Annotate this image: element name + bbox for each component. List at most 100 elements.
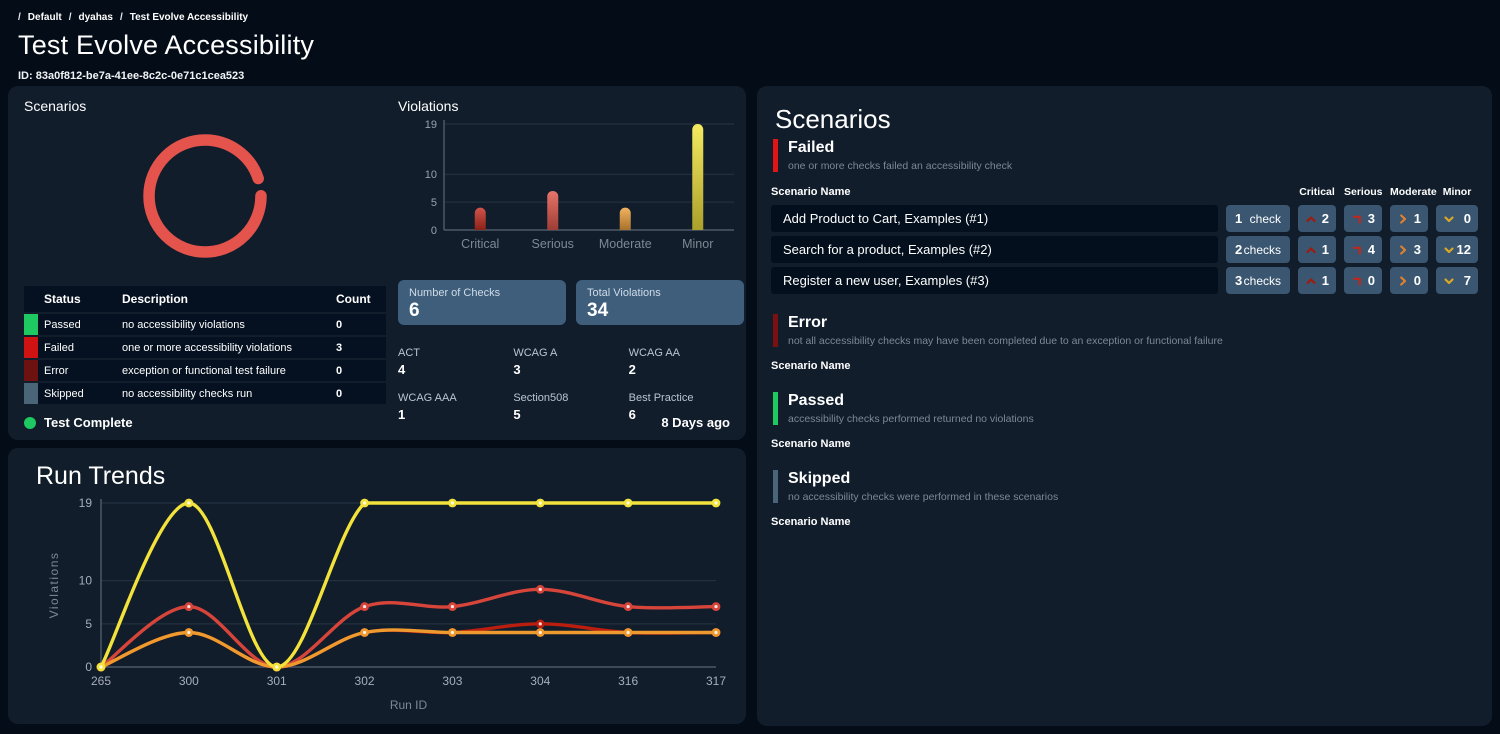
scenario-name[interactable]: Register a new user, Examples (#3) — [771, 267, 1218, 294]
standard-value: 1 — [398, 407, 406, 422]
serious-count-badge[interactable]: 3 — [1344, 205, 1382, 232]
donut-ring-svg — [143, 134, 267, 258]
standard-label: ACT — [398, 347, 420, 359]
scenario-name[interactable]: Search for a product, Examples (#2) — [771, 236, 1218, 263]
minor-count-badge[interactable]: 7 — [1436, 267, 1478, 294]
moderate-count: 0 — [1413, 273, 1421, 288]
scenario-name-column-label: Scenario Name — [771, 516, 851, 528]
checks-count: 3 — [1235, 273, 1243, 288]
moderate-count: 3 — [1413, 242, 1421, 257]
minor-count: 12 — [1456, 242, 1471, 257]
section-header-error: Error not all accessibility checks may ha… — [773, 314, 1478, 347]
svg-text:265: 265 — [91, 674, 111, 688]
critical-severity-icon — [1306, 277, 1316, 284]
minor-severity-icon — [1444, 246, 1454, 253]
section-subtitle: no accessibility checks were performed i… — [788, 491, 1059, 503]
critical-severity-icon — [1306, 215, 1316, 222]
status-description: one or more accessibility violations — [116, 335, 330, 359]
critical-count-badge[interactable]: 1 — [1298, 236, 1336, 263]
standard-stat: WCAG AAA 1 — [398, 392, 513, 422]
svg-text:0: 0 — [431, 225, 437, 237]
section-header-passed: Passed accessibility checks performed ret… — [773, 392, 1478, 425]
section-subtitle: not all accessibility checks may have be… — [788, 335, 1223, 347]
scenario-name-column-label: Scenario Name — [771, 186, 851, 198]
critical-count: 1 — [1321, 273, 1329, 288]
serious-count: 4 — [1367, 242, 1375, 257]
status-name: Error — [38, 358, 116, 382]
svg-text:Moderate: Moderate — [599, 237, 652, 251]
status-table-row: Failed one or more accessibility violatio… — [24, 335, 386, 359]
scenario-row: Search for a product, Examples (#2) 2 chec… — [771, 236, 1478, 263]
stats-row: Number of Checks 6 Total Violations 34 — [398, 280, 744, 325]
status-count: 3 — [330, 335, 386, 359]
standard-value: 5 — [513, 407, 521, 422]
standard-stat: WCAG AA 2 — [629, 347, 744, 377]
status-color-swatch — [24, 360, 38, 381]
status-table-row: Skipped no accessibility checks run 0 — [24, 381, 386, 404]
section-subtitle: one or more checks failed an accessibili… — [788, 160, 1013, 172]
critical-count-badge[interactable]: 2 — [1298, 205, 1336, 232]
serious-severity-icon — [1353, 246, 1361, 254]
moderate-count-badge[interactable]: 1 — [1390, 205, 1428, 232]
checks-button[interactable]: 2 checks — [1226, 236, 1290, 263]
breadcrumb-item[interactable]: Default — [27, 12, 62, 23]
critical-count: 1 — [1321, 242, 1329, 257]
status-name: Skipped — [38, 381, 116, 404]
svg-text:Run ID: Run ID — [390, 698, 428, 712]
serious-count-badge[interactable]: 4 — [1344, 236, 1382, 263]
scenario-name-column-label: Scenario Name — [771, 438, 851, 450]
serious-count-badge[interactable]: 0 — [1344, 267, 1382, 294]
scenario-row: Add Product to Cart, Examples (#1) 1 check… — [771, 205, 1478, 232]
moderate-severity-icon — [1400, 213, 1407, 224]
scenarios-panel-title: Scenarios — [775, 104, 891, 134]
moderate-severity-icon — [1400, 275, 1407, 286]
svg-text:5: 5 — [85, 617, 92, 631]
breadcrumb-item[interactable]: Test Evolve Accessibility — [129, 12, 249, 23]
standard-value: 6 — [628, 407, 636, 422]
test-status: Test Complete — [24, 415, 133, 430]
minor-count-badge[interactable]: 0 — [1436, 205, 1478, 232]
section-title: Skipped — [788, 470, 851, 487]
stat-label: Total Violations — [587, 287, 661, 299]
stat-value: 34 — [587, 300, 609, 321]
checks-button[interactable]: 1 check — [1226, 205, 1290, 232]
checks-word: checks — [1243, 242, 1281, 257]
moderate-column-header: Moderate — [1390, 186, 1437, 198]
status-name: Failed — [38, 335, 116, 359]
columns-header: Scenario Name Critical Serious Moderate Mino… — [771, 186, 1478, 198]
scenarios-section-title: Scenarios — [24, 98, 87, 114]
checks-button[interactable]: 3 checks — [1226, 267, 1290, 294]
minor-count: 0 — [1463, 211, 1471, 226]
moderate-count-badge[interactable]: 0 — [1390, 267, 1428, 294]
breadcrumb: / Default / dyahas / Test Evolve Accessibilit… — [18, 10, 1482, 23]
page-header: / Default / dyahas / Test Evolve Accessibilit… — [8, 8, 1492, 86]
svg-text:19: 19 — [79, 496, 93, 510]
minor-count-badge[interactable]: 12 — [1436, 236, 1478, 263]
status-color-swatch — [24, 337, 38, 358]
standard-stat: Best Practice 6 — [629, 392, 744, 422]
standard-label: Best Practice — [628, 392, 694, 404]
status-color-swatch — [24, 314, 38, 335]
count-header: Count — [330, 286, 386, 313]
svg-text:300: 300 — [179, 674, 199, 688]
breadcrumb-item[interactable]: dyahas — [78, 12, 113, 23]
scenario-name[interactable]: Add Product to Cart, Examples (#1) — [771, 205, 1218, 232]
critical-count-badge[interactable]: 1 — [1298, 267, 1336, 294]
time-ago-label: 8 Days ago — [661, 415, 730, 430]
standard-label: WCAG AA — [628, 347, 680, 359]
moderate-count: 1 — [1413, 211, 1421, 226]
svg-text:19: 19 — [425, 119, 437, 131]
status-description: no accessibility violations — [116, 312, 330, 336]
violations-section-title: Violations — [398, 98, 459, 114]
status-table: Status Description Count Passed no accessibi… — [24, 286, 386, 404]
standard-label: Section508 — [513, 392, 569, 404]
standard-stat: WCAG A 3 — [513, 347, 628, 377]
scenarios-panel: Scenarios Failed one or more checks faile… — [757, 86, 1492, 726]
moderate-count-badge[interactable]: 3 — [1390, 236, 1428, 263]
run-trends-line-chart: 0 5 10 19 265 300 301 302 303 304 316 317 Run ID Viol… — [47, 496, 726, 712]
svg-text:301: 301 — [267, 674, 287, 688]
breadcrumb-separator: / — [18, 12, 21, 23]
dashboard-content: Scenarios Status Description Count Passed no… — [8, 86, 1492, 726]
section-header-skipped: Skipped no accessibility checks were perf… — [773, 470, 1478, 503]
